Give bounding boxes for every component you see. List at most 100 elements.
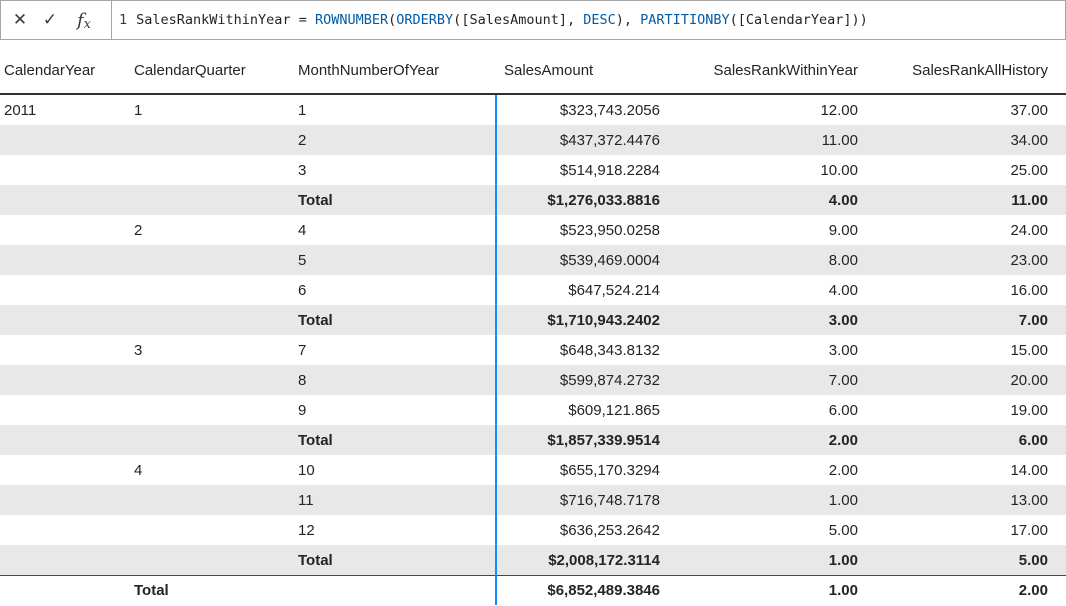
cell-salesrankallhistory[interactable]: 15.00 [1010, 341, 1048, 359]
cell-monthnumberofyear[interactable]: 9 [298, 401, 307, 419]
cell-monthnumberofyear[interactable]: 10 [298, 461, 315, 479]
cell-salesrankallhistory[interactable]: 2.00 [1018, 582, 1048, 599]
cell-salesrankwithinyear[interactable]: 7.00 [828, 371, 858, 389]
cell-salesamount[interactable]: $636,253.2642 [559, 521, 660, 539]
cell-calendaryear[interactable]: 2011 [4, 101, 37, 119]
cell-salesamount[interactable]: $647,524.214 [568, 281, 660, 299]
subtotal-row[interactable]: Total $1,857,339.9514 2.00 6.00 [0, 425, 1066, 455]
column-header-monthnumberofyear[interactable]: MonthNumberOfYear [298, 62, 440, 79]
cell-monthnumberofyear[interactable]: Total [298, 311, 333, 329]
cell-salesrankwithinyear[interactable]: 10.00 [820, 161, 858, 179]
cell-monthnumberofyear[interactable]: 11 [298, 491, 314, 509]
subtotal-row[interactable]: Total $1,710,943.2402 3.00 7.00 [0, 305, 1066, 335]
table-row[interactable]: 8 $599,874.2732 7.00 20.00 [0, 365, 1066, 395]
cell-salesamount[interactable]: $523,950.0258 [559, 221, 660, 239]
cell-salesrankallhistory[interactable]: 16.00 [1010, 281, 1048, 299]
subtotal-row[interactable]: Total $1,276,033.8816 4.00 11.00 [0, 185, 1066, 215]
commit-icon[interactable]: ✓ [42, 10, 58, 29]
cell-monthnumberofyear[interactable]: 3 [298, 161, 307, 179]
cell-calendarquarter[interactable]: 2 [134, 221, 143, 239]
cell-monthnumberofyear[interactable]: 5 [298, 251, 307, 269]
table-row[interactable]: 2011 1 1 $323,743.2056 12.00 37.00 [0, 95, 1066, 125]
cell-salesamount[interactable]: $6,852,489.3846 [547, 582, 660, 599]
cell-salesrankwithinyear[interactable]: 11.00 [821, 131, 858, 149]
cell-calendarquarter[interactable]: 4 [134, 461, 143, 479]
cell-salesrankallhistory[interactable]: 11.00 [1011, 191, 1048, 209]
cell-salesrankallhistory[interactable]: 17.00 [1010, 521, 1048, 539]
cell-salesrankwithinyear[interactable]: 1.00 [828, 582, 858, 599]
table-row[interactable]: 12 $636,253.2642 5.00 17.00 [0, 515, 1066, 545]
column-header-calendaryear[interactable]: CalendarYear [4, 62, 96, 79]
cell-salesrankwithinyear[interactable]: 9.00 [828, 221, 858, 239]
cell-salesrankwithinyear[interactable]: 5.00 [828, 521, 858, 539]
cell-salesrankallhistory[interactable]: 14.00 [1010, 461, 1048, 479]
cell-salesamount[interactable]: $323,743.2056 [559, 101, 660, 119]
cell-salesrankallhistory[interactable]: 6.00 [1018, 431, 1048, 449]
cell-monthnumberofyear[interactable]: 12 [298, 521, 315, 539]
cell-salesamount[interactable]: $1,276,033.8816 [547, 191, 660, 209]
formula-input[interactable]: 1 SalesRankWithinYear = ROWNUMBER(ORDERBY… [112, 1, 1065, 39]
cell-salesamount[interactable]: $599,874.2732 [559, 371, 660, 389]
cell-monthnumberofyear[interactable]: 2 [298, 131, 307, 149]
cell-salesamount[interactable]: $1,710,943.2402 [547, 311, 660, 329]
cell-salesrankallhistory[interactable]: 23.00 [1010, 251, 1048, 269]
cell-salesrankwithinyear[interactable]: 2.00 [828, 431, 858, 449]
cancel-icon[interactable]: ✕ [12, 10, 28, 29]
subtotal-row[interactable]: Total $2,008,172.3114 1.00 5.00 [0, 545, 1066, 575]
cell-salesamount[interactable]: $514,918.2284 [559, 161, 660, 179]
cell-salesrankwithinyear[interactable]: 6.00 [828, 401, 858, 419]
cell-calendarquarter[interactable]: Total [134, 582, 169, 599]
cell-salesrankwithinyear[interactable]: 12.00 [820, 101, 858, 119]
table-row[interactable]: 3 $514,918.2284 10.00 25.00 [0, 155, 1066, 185]
table-row[interactable]: 11 $716,748.7178 1.00 13.00 [0, 485, 1066, 515]
cell-salesrankwithinyear[interactable]: 4.00 [828, 281, 858, 299]
cell-salesamount[interactable]: $609,121.865 [568, 401, 660, 419]
cell-salesamount[interactable]: $2,008,172.3114 [548, 551, 660, 569]
column-header-salesrankallhistory[interactable]: SalesRankAllHistory [912, 62, 1048, 79]
table-row[interactable]: 9 $609,121.865 6.00 19.00 [0, 395, 1066, 425]
table-row[interactable]: 2 4 $523,950.0258 9.00 24.00 [0, 215, 1066, 245]
cell-monthnumberofyear[interactable]: Total [298, 431, 333, 449]
cell-monthnumberofyear[interactable]: Total [298, 191, 333, 209]
cell-salesrankwithinyear[interactable]: 1.00 [828, 491, 858, 509]
cell-salesrankallhistory[interactable]: 7.00 [1018, 311, 1048, 329]
cell-salesrankallhistory[interactable]: 25.00 [1010, 161, 1048, 179]
cell-monthnumberofyear[interactable]: Total [298, 551, 333, 569]
cell-salesrankallhistory[interactable]: 19.00 [1010, 401, 1048, 419]
cell-salesrankwithinyear[interactable]: 2.00 [828, 461, 858, 479]
cell-salesrankwithinyear[interactable]: 4.00 [828, 191, 858, 209]
table-row[interactable]: 5 $539,469.0004 8.00 23.00 [0, 245, 1066, 275]
cell-salesrankallhistory[interactable]: 5.00 [1018, 551, 1048, 569]
cell-salesrankallhistory[interactable]: 20.00 [1010, 371, 1048, 389]
cell-salesrankwithinyear[interactable]: 8.00 [828, 251, 858, 269]
cell-salesrankwithinyear[interactable]: 3.00 [828, 311, 858, 329]
table-row[interactable]: 6 $647,524.214 4.00 16.00 [0, 275, 1066, 305]
cell-salesrankwithinyear[interactable]: 3.00 [828, 341, 858, 359]
cell-monthnumberofyear[interactable]: 4 [298, 221, 307, 239]
cell-salesamount[interactable]: $539,469.0004 [559, 251, 660, 269]
column-header-salesrankwithinyear[interactable]: SalesRankWithinYear [713, 62, 858, 79]
cell-salesamount[interactable]: $655,170.3294 [559, 461, 660, 479]
table-row[interactable]: 4 10 $655,170.3294 2.00 14.00 [0, 455, 1066, 485]
cell-salesrankallhistory[interactable]: 34.00 [1010, 131, 1048, 149]
cell-calendarquarter[interactable]: 1 [134, 101, 143, 119]
cell-monthnumberofyear[interactable]: 8 [298, 371, 307, 389]
column-header-salesamount[interactable]: SalesAmount [504, 62, 594, 79]
grand-total-row[interactable]: Total $6,852,489.3846 1.00 2.00 [0, 575, 1066, 605]
cell-salesrankwithinyear[interactable]: 1.00 [828, 551, 858, 569]
cell-salesamount[interactable]: $648,343.8132 [559, 341, 660, 359]
cell-monthnumberofyear[interactable]: 1 [298, 101, 307, 119]
cell-salesrankallhistory[interactable]: 24.00 [1010, 221, 1048, 239]
table-row[interactable]: 3 7 $648,343.8132 3.00 15.00 [0, 335, 1066, 365]
cell-monthnumberofyear[interactable]: 7 [298, 341, 307, 359]
table-row[interactable]: 2 $437,372.4476 11.00 34.00 [0, 125, 1066, 155]
cell-salesrankallhistory[interactable]: 37.00 [1010, 101, 1048, 119]
cell-salesamount[interactable]: $1,857,339.9514 [547, 431, 660, 449]
cell-monthnumberofyear[interactable]: 6 [298, 281, 307, 299]
cell-salesamount[interactable]: $716,748.7178 [559, 491, 660, 509]
cell-salesrankallhistory[interactable]: 13.00 [1010, 491, 1048, 509]
cell-calendarquarter[interactable]: 3 [134, 341, 143, 359]
cell-salesamount[interactable]: $437,372.4476 [559, 131, 660, 149]
column-header-calendarquarter[interactable]: CalendarQuarter [134, 62, 246, 79]
